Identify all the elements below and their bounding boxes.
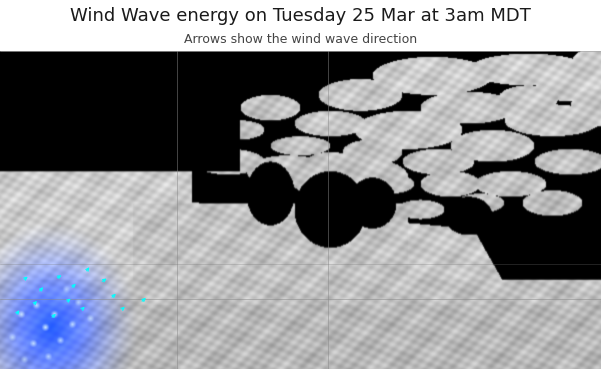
Text: Wind Wave energy on Tuesday 25 Mar at 3am MDT: Wind Wave energy on Tuesday 25 Mar at 3a… [70,7,531,25]
Text: Arrows show the wind wave direction: Arrows show the wind wave direction [184,33,417,46]
